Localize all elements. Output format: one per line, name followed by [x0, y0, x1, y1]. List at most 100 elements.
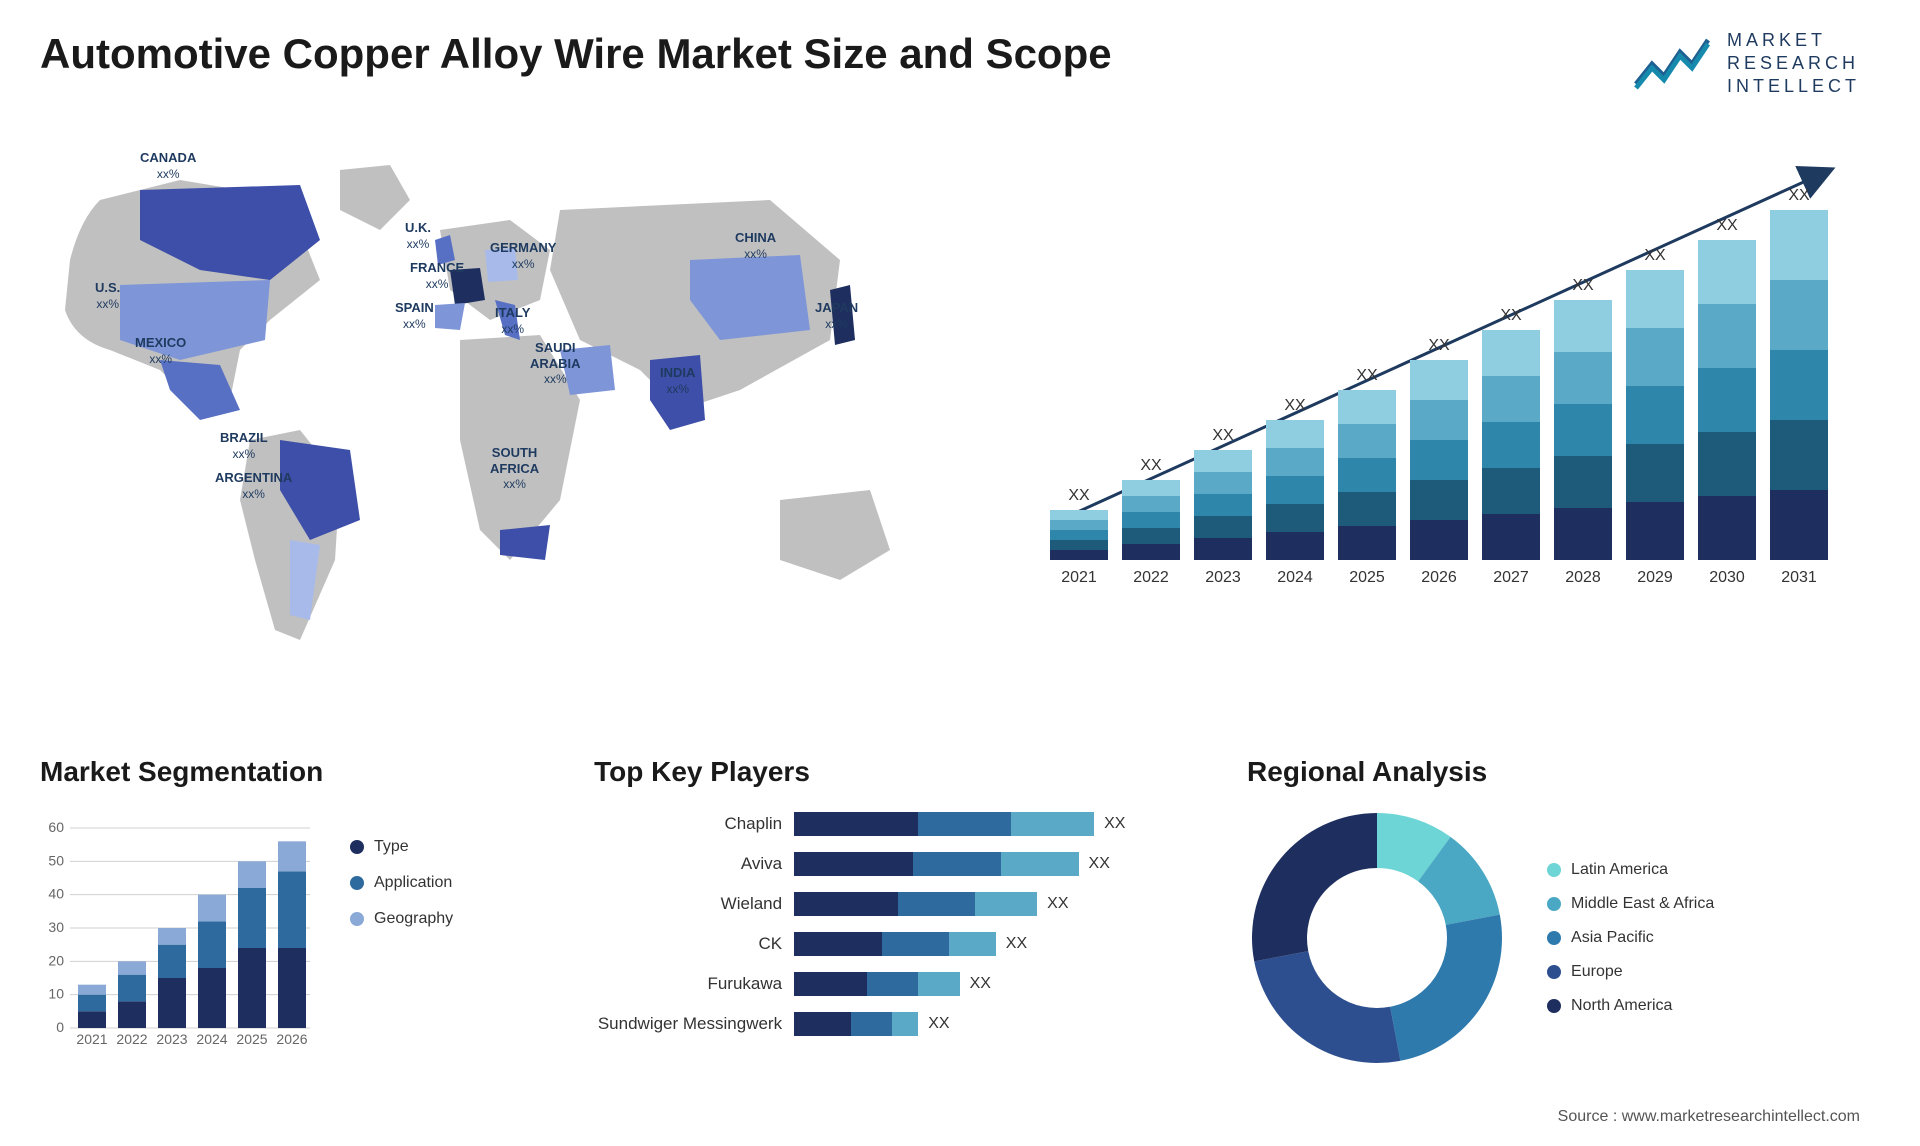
- seg-bar-segment: [198, 968, 226, 1028]
- legend-label: Middle East & Africa: [1571, 895, 1714, 913]
- growth-bar-segment: [1482, 514, 1540, 560]
- logo-icon: [1632, 34, 1712, 94]
- player-bar: [794, 932, 996, 956]
- growth-bar-segment: [1482, 422, 1540, 468]
- key-players-title: Top Key Players: [594, 756, 1207, 788]
- growth-bar-segment: [1122, 480, 1180, 496]
- growth-bar-segment: [1194, 472, 1252, 494]
- growth-bar-label: XX: [1212, 427, 1234, 444]
- growth-year-label: 2024: [1277, 569, 1313, 586]
- player-bar-segment: [794, 812, 918, 836]
- growth-year-label: 2029: [1637, 569, 1673, 586]
- player-name: Wieland: [594, 894, 794, 914]
- segmentation-panel: Market Segmentation 01020304050602021202…: [40, 756, 554, 1076]
- regional-legend-item: Middle East & Africa: [1547, 895, 1714, 913]
- svg-text:10: 10: [48, 986, 64, 1002]
- growth-bar-segment: [1626, 502, 1684, 560]
- growth-bar-segment: [1626, 270, 1684, 328]
- logo-text-2: RESEARCH: [1727, 53, 1860, 74]
- player-bar: [794, 972, 960, 996]
- player-bar: [794, 892, 1037, 916]
- player-bar-segment: [1001, 852, 1079, 876]
- growth-bar-label: XX: [1284, 397, 1306, 414]
- growth-bar-segment: [1554, 456, 1612, 508]
- map-label: U.K.xx%: [405, 220, 431, 251]
- growth-bar-segment: [1770, 490, 1828, 560]
- growth-bar-segment: [1482, 330, 1540, 376]
- growth-bar-segment: [1194, 516, 1252, 538]
- seg-bar-segment: [118, 975, 146, 1002]
- svg-text:40: 40: [48, 886, 64, 902]
- player-row: ChaplinXX: [594, 808, 1207, 840]
- legend-dot-icon: [350, 840, 364, 854]
- legend-label: Europe: [1571, 963, 1623, 981]
- growth-bar-segment: [1122, 528, 1180, 544]
- growth-bar-segment: [1410, 360, 1468, 400]
- player-bar: [794, 852, 1078, 876]
- growth-bar-segment: [1410, 520, 1468, 560]
- growth-bar-label: XX: [1428, 337, 1450, 354]
- seg-bar-segment: [118, 961, 146, 974]
- svg-text:2026: 2026: [276, 1031, 307, 1047]
- map-label: JAPANxx%: [815, 300, 858, 331]
- player-row: FurukawaXX: [594, 968, 1207, 1000]
- map-label: U.S.xx%: [95, 280, 120, 311]
- player-value-label: XX: [1089, 855, 1110, 873]
- svg-text:2021: 2021: [76, 1031, 107, 1047]
- seg-bar-segment: [158, 928, 186, 945]
- regional-legend-item: Asia Pacific: [1547, 929, 1714, 947]
- growth-bar-segment: [1698, 240, 1756, 304]
- growth-bar-label: XX: [1140, 457, 1162, 474]
- growth-bar-segment: [1050, 520, 1108, 530]
- legend-label: Application: [374, 874, 452, 892]
- legend-dot-icon: [1547, 863, 1561, 877]
- player-bar-segment: [794, 932, 882, 956]
- player-row: Wieland XX: [594, 888, 1207, 920]
- growth-bar-label: XX: [1500, 307, 1522, 324]
- seg-bar-segment: [238, 861, 266, 888]
- player-bar-segment: [918, 812, 1011, 836]
- source-text: Source : www.marketresearchintellect.com: [1558, 1108, 1860, 1126]
- segmentation-legend: Type Application Geography: [350, 808, 453, 1048]
- player-bar-segment: [794, 892, 897, 916]
- player-bar-segment: [851, 1012, 892, 1036]
- growth-bar-segment: [1050, 530, 1108, 540]
- map-label: SAUDIARABIAxx%: [530, 340, 581, 387]
- growth-bar-segment: [1338, 424, 1396, 458]
- svg-text:0: 0: [56, 1019, 64, 1035]
- growth-bar-segment: [1410, 440, 1468, 480]
- growth-bar-segment: [1266, 420, 1324, 448]
- seg-legend-item: Type: [350, 838, 453, 856]
- growth-bar-segment: [1698, 432, 1756, 496]
- growth-bar-segment: [1194, 494, 1252, 516]
- seg-bar-segment: [198, 921, 226, 968]
- regional-legend-item: Latin America: [1547, 861, 1714, 879]
- growth-bar-segment: [1770, 420, 1828, 490]
- player-name: Chaplin: [594, 814, 794, 834]
- player-value-label: XX: [1047, 895, 1068, 913]
- seg-bar-segment: [278, 871, 306, 948]
- growth-year-label: 2023: [1205, 569, 1241, 586]
- map-label: SOUTHAFRICAxx%: [490, 445, 539, 492]
- growth-bar-segment: [1482, 376, 1540, 422]
- growth-bar-segment: [1770, 280, 1828, 350]
- player-name: Aviva: [594, 854, 794, 874]
- growth-bar-segment: [1626, 386, 1684, 444]
- seg-bar-segment: [238, 948, 266, 1028]
- donut-segment: [1252, 813, 1377, 961]
- growth-bar-segment: [1338, 390, 1396, 424]
- growth-bar-segment: [1698, 304, 1756, 368]
- player-bar-segment: [949, 932, 996, 956]
- legend-label: Asia Pacific: [1571, 929, 1654, 947]
- segmentation-chart: 0102030405060202120222023202420252026: [40, 808, 320, 1048]
- growth-bar-segment: [1338, 526, 1396, 560]
- growth-bar-segment: [1266, 448, 1324, 476]
- growth-bar-label: XX: [1572, 277, 1594, 294]
- player-value-label: XX: [970, 975, 991, 993]
- svg-text:2024: 2024: [196, 1031, 227, 1047]
- growth-year-label: 2028: [1565, 569, 1601, 586]
- seg-legend-item: Geography: [350, 910, 453, 928]
- seg-bar-segment: [238, 888, 266, 948]
- growth-bar-segment: [1122, 496, 1180, 512]
- seg-bar-segment: [158, 978, 186, 1028]
